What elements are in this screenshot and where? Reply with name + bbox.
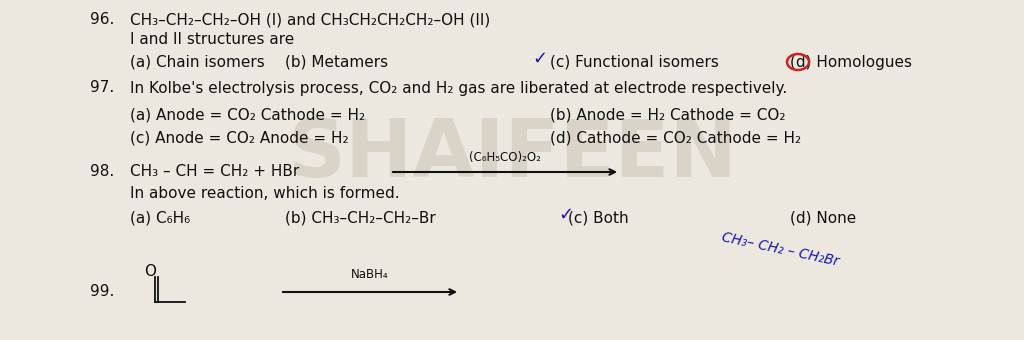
Text: CH₃ – CH = CH₂ + HBr: CH₃ – CH = CH₂ + HBr [130,165,299,180]
Text: (d) Homologues: (d) Homologues [790,54,912,69]
Text: 96.: 96. [90,13,115,28]
Text: 98.: 98. [90,165,115,180]
Text: (b) Anode = H₂ Cathode = CO₂: (b) Anode = H₂ Cathode = CO₂ [550,107,785,122]
Text: In above reaction, which is formed.: In above reaction, which is formed. [130,187,399,202]
Text: CH₃– CH₂ – CH₂Br: CH₃– CH₂ – CH₂Br [720,231,840,269]
Text: CH₃–CH₂–CH₂–OH (I) and CH₃CH₂CH₂CH₂–OH (II): CH₃–CH₂–CH₂–OH (I) and CH₃CH₂CH₂CH₂–OH (… [130,13,490,28]
Text: (c) Anode = CO₂ Anode = H₂: (c) Anode = CO₂ Anode = H₂ [130,131,348,146]
Text: 99.: 99. [90,285,115,300]
Text: 97.: 97. [90,81,115,96]
Text: (d) Cathode = CO₂ Cathode = H₂: (d) Cathode = CO₂ Cathode = H₂ [550,131,801,146]
Text: (a) Anode = CO₂ Cathode = H₂: (a) Anode = CO₂ Cathode = H₂ [130,107,366,122]
Text: (C₆H₅CO)₂O₂: (C₆H₅CO)₂O₂ [469,152,541,165]
Text: I and II structures are: I and II structures are [130,33,294,48]
Text: (d) None: (d) None [790,210,856,225]
Text: O: O [144,265,156,279]
Text: In Kolbe's electrolysis process, CO₂ and H₂ gas are liberated at electrode respe: In Kolbe's electrolysis process, CO₂ and… [130,81,787,96]
Text: (b) CH₃–CH₂–CH₂–Br: (b) CH₃–CH₂–CH₂–Br [285,210,436,225]
Text: SHAIFEEN: SHAIFEEN [287,116,737,194]
Text: (a) C₆H₆: (a) C₆H₆ [130,210,190,225]
Text: (c) Functional isomers: (c) Functional isomers [550,54,719,69]
Text: ✓: ✓ [558,206,573,224]
Text: (c) Both: (c) Both [568,210,629,225]
Text: NaBH₄: NaBH₄ [351,268,389,281]
Text: (a) Chain isomers: (a) Chain isomers [130,54,265,69]
Text: ✓: ✓ [532,50,547,68]
Text: (b) Metamers: (b) Metamers [285,54,388,69]
